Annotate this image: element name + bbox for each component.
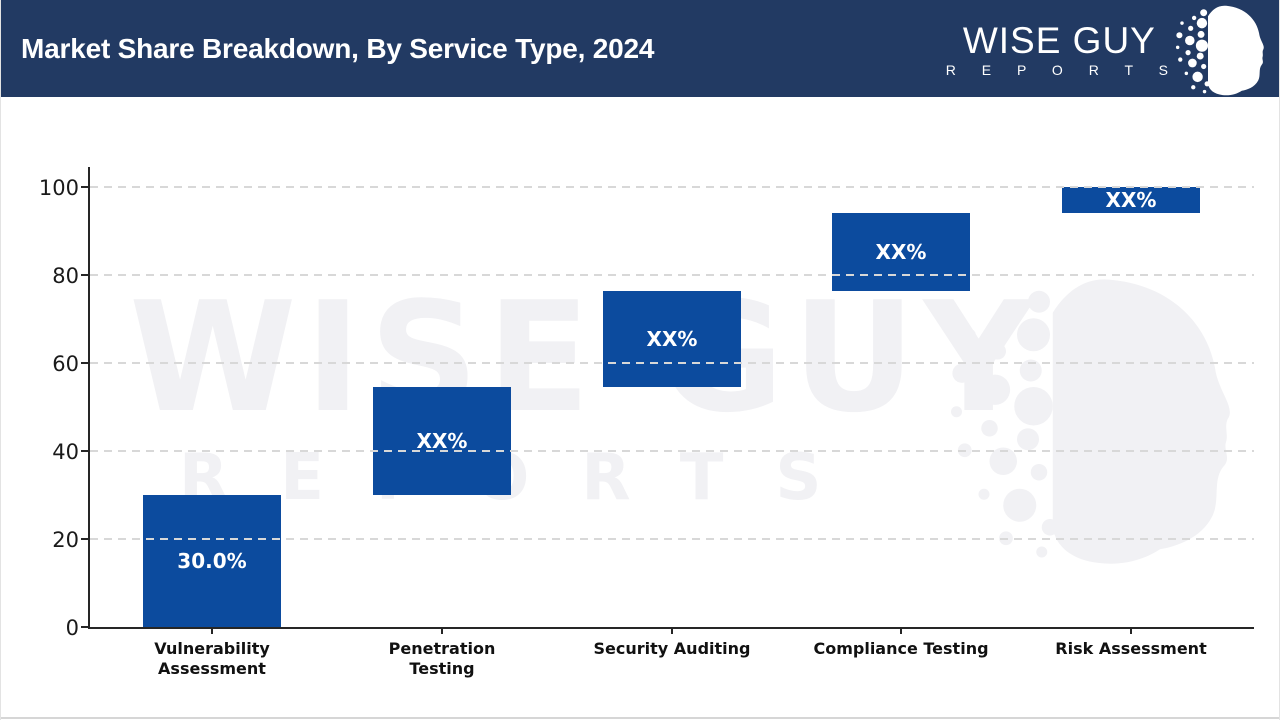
bar-value-label: XX% [875,240,927,265]
category-label-line: Compliance Testing [813,639,989,658]
bar-value-label: XX% [1105,188,1157,213]
watermark-face-icon [951,279,1230,564]
x-tick-mark [441,627,443,634]
logo-face-icon [1175,5,1264,96]
category-label-line: Security Auditing [593,639,751,658]
wise-guy-reports-logo: WISE GUY R E P O R T S [940,4,1273,96]
category-label: Compliance Testing [781,639,1021,659]
waterfall-chart: 0 20 40 60 80 100 30.0% Vulnerability Assessment… [1,97,1279,717]
logo-text: WISE GUY R E P O R T S [940,20,1179,79]
gridline [90,274,1254,276]
category-label-line: Assessment [158,659,266,678]
category-label-line: Vulnerability [154,639,270,658]
category-label: Security Auditing [552,639,792,659]
y-tick-mark [81,362,88,364]
y-tick-label: 40 [52,440,79,464]
logo-subtitle: R E P O R T S [945,62,1179,78]
y-axis-line [88,167,90,629]
page-title: Market Share Breakdown, By Service Type,… [21,32,655,64]
gridline [90,362,1254,364]
y-tick-mark [81,538,88,540]
gridline [90,538,1254,540]
watermark-wordmark: WISE GUY [129,269,1042,446]
y-tick-label: 0 [65,616,79,640]
waterfall-bar [832,213,970,291]
y-tick-mark [81,450,88,452]
y-tick-label: 100 [38,176,79,200]
bottom-border [1,717,1279,719]
x-tick-mark [900,627,902,634]
category-label-line: Risk Assessment [1055,639,1207,658]
category-label-line: Testing [409,659,475,678]
waterfall-bar [603,290,741,388]
bar-value-label: XX% [646,327,698,352]
gridline [90,186,1254,188]
logo-wordmark: WISE GUY [962,20,1156,61]
category-label: Penetration Testing [322,639,562,679]
y-tick-mark [81,274,88,276]
x-tick-mark [1130,627,1132,634]
header-bar: Market Share Breakdown, By Service Type,… [1,0,1279,97]
category-label: Vulnerability Assessment [92,639,332,679]
x-tick-mark [671,627,673,634]
category-label-line: Penetration [388,639,496,658]
bar-value-label: XX% [416,429,468,454]
y-tick-label: 80 [52,264,79,288]
y-tick-label: 60 [52,352,79,376]
waterfall-bar [1062,187,1200,214]
category-label: Risk Assessment [1011,639,1251,659]
bar-value-label: 30.0% [177,549,247,573]
waterfall-bar [143,495,281,627]
waterfall-bar [373,387,511,495]
x-tick-mark [211,627,213,634]
y-tick-mark [81,186,88,188]
gridline [90,450,1254,452]
y-tick-label: 20 [52,528,79,552]
y-tick-mark [81,626,88,628]
